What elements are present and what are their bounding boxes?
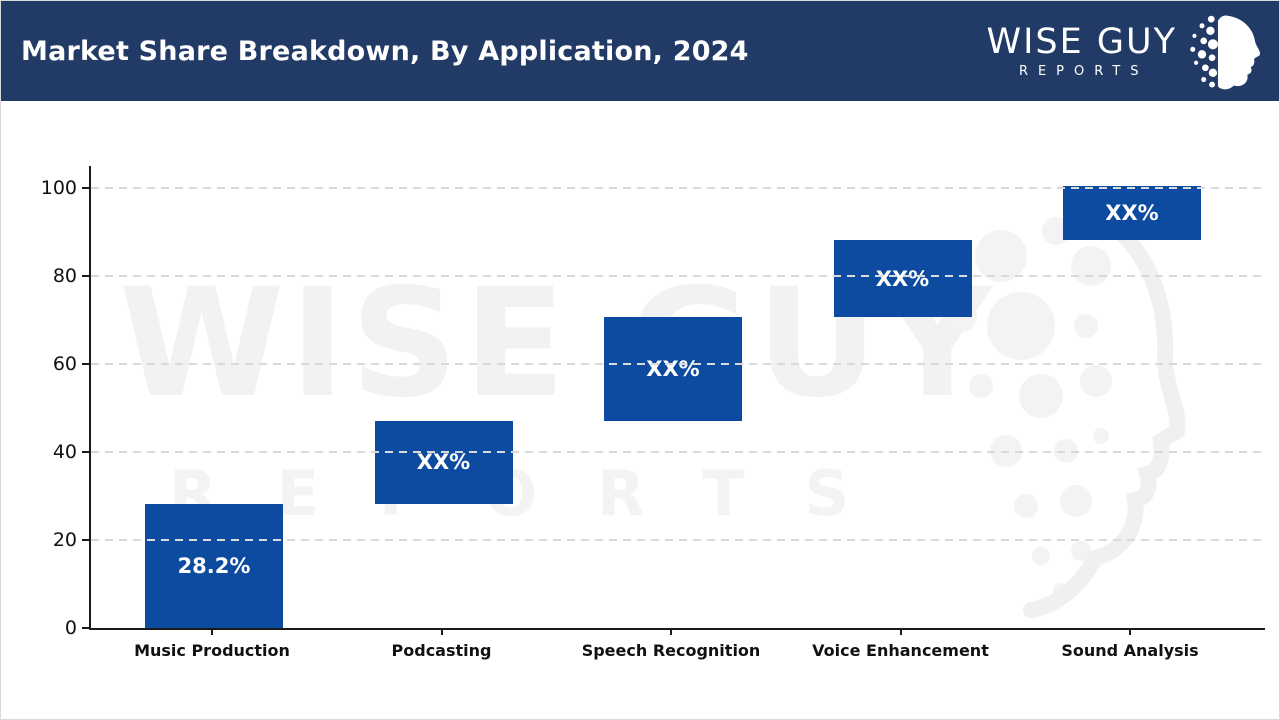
ytick-label-20: 20 bbox=[52, 529, 77, 551]
ytick-mark bbox=[82, 187, 89, 189]
logo-name: WISE GUY bbox=[986, 21, 1177, 62]
bar-sound-analysis: XX% bbox=[1063, 185, 1201, 240]
bar-value-label: XX% bbox=[875, 266, 930, 291]
page-title: Market Share Breakdown, By Application, … bbox=[21, 35, 749, 67]
bar-value-label: XX% bbox=[416, 450, 471, 475]
gridline-y40 bbox=[91, 451, 1265, 453]
face-logo-icon bbox=[1190, 15, 1261, 90]
category-label-speech-recognition: Speech Recognition bbox=[581, 641, 761, 660]
category-label-voice-enhancement: Voice Enhancement bbox=[812, 641, 989, 660]
ytick-mark bbox=[82, 539, 89, 541]
plot-area: 28.2% XX% XX% XX% XX% bbox=[89, 166, 1265, 630]
bar-speech-recognition: XX% bbox=[604, 317, 742, 421]
ytick-label-60: 60 bbox=[52, 353, 77, 375]
gridline-y20 bbox=[91, 539, 1265, 541]
xtick-mark bbox=[670, 628, 672, 635]
category-label-podcasting: Podcasting bbox=[391, 641, 492, 660]
xtick-mark bbox=[440, 628, 443, 635]
bar-voice-enhancement: XX% bbox=[833, 239, 972, 318]
xtick-mark bbox=[1129, 628, 1131, 635]
bar-music-production: 28.2% bbox=[145, 503, 283, 628]
wise-guy-logo: WISE GUY REPORTS bbox=[986, 9, 1265, 93]
xtick-mark bbox=[211, 628, 213, 635]
header: Market Share Breakdown, By Application, … bbox=[1, 1, 1279, 101]
ytick-label-0: 0 bbox=[64, 617, 77, 639]
bar-value-label: XX% bbox=[646, 357, 700, 382]
gridline-y100 bbox=[91, 187, 1265, 189]
xtick-mark bbox=[899, 628, 902, 635]
ytick-label-100: 100 bbox=[40, 177, 77, 199]
category-label-music-production: Music Production bbox=[134, 641, 290, 660]
ytick-label-80: 80 bbox=[52, 265, 77, 287]
ytick-mark bbox=[82, 363, 89, 365]
logo-wordmark: WISE GUY REPORTS bbox=[986, 21, 1177, 79]
ytick-mark bbox=[82, 275, 89, 277]
gridline-y80 bbox=[91, 275, 1265, 277]
ytick-mark bbox=[82, 627, 89, 629]
ytick-mark bbox=[82, 451, 89, 453]
gridline-y60 bbox=[91, 363, 1265, 365]
bar-value-label: 28.2% bbox=[177, 553, 251, 578]
ytick-label-40: 40 bbox=[52, 441, 77, 463]
bar-podcasting: XX% bbox=[374, 420, 513, 504]
category-label-sound-analysis: Sound Analysis bbox=[1061, 641, 1199, 660]
bar-value-label: XX% bbox=[1105, 200, 1159, 225]
logo-subtitle: REPORTS bbox=[1018, 63, 1149, 79]
